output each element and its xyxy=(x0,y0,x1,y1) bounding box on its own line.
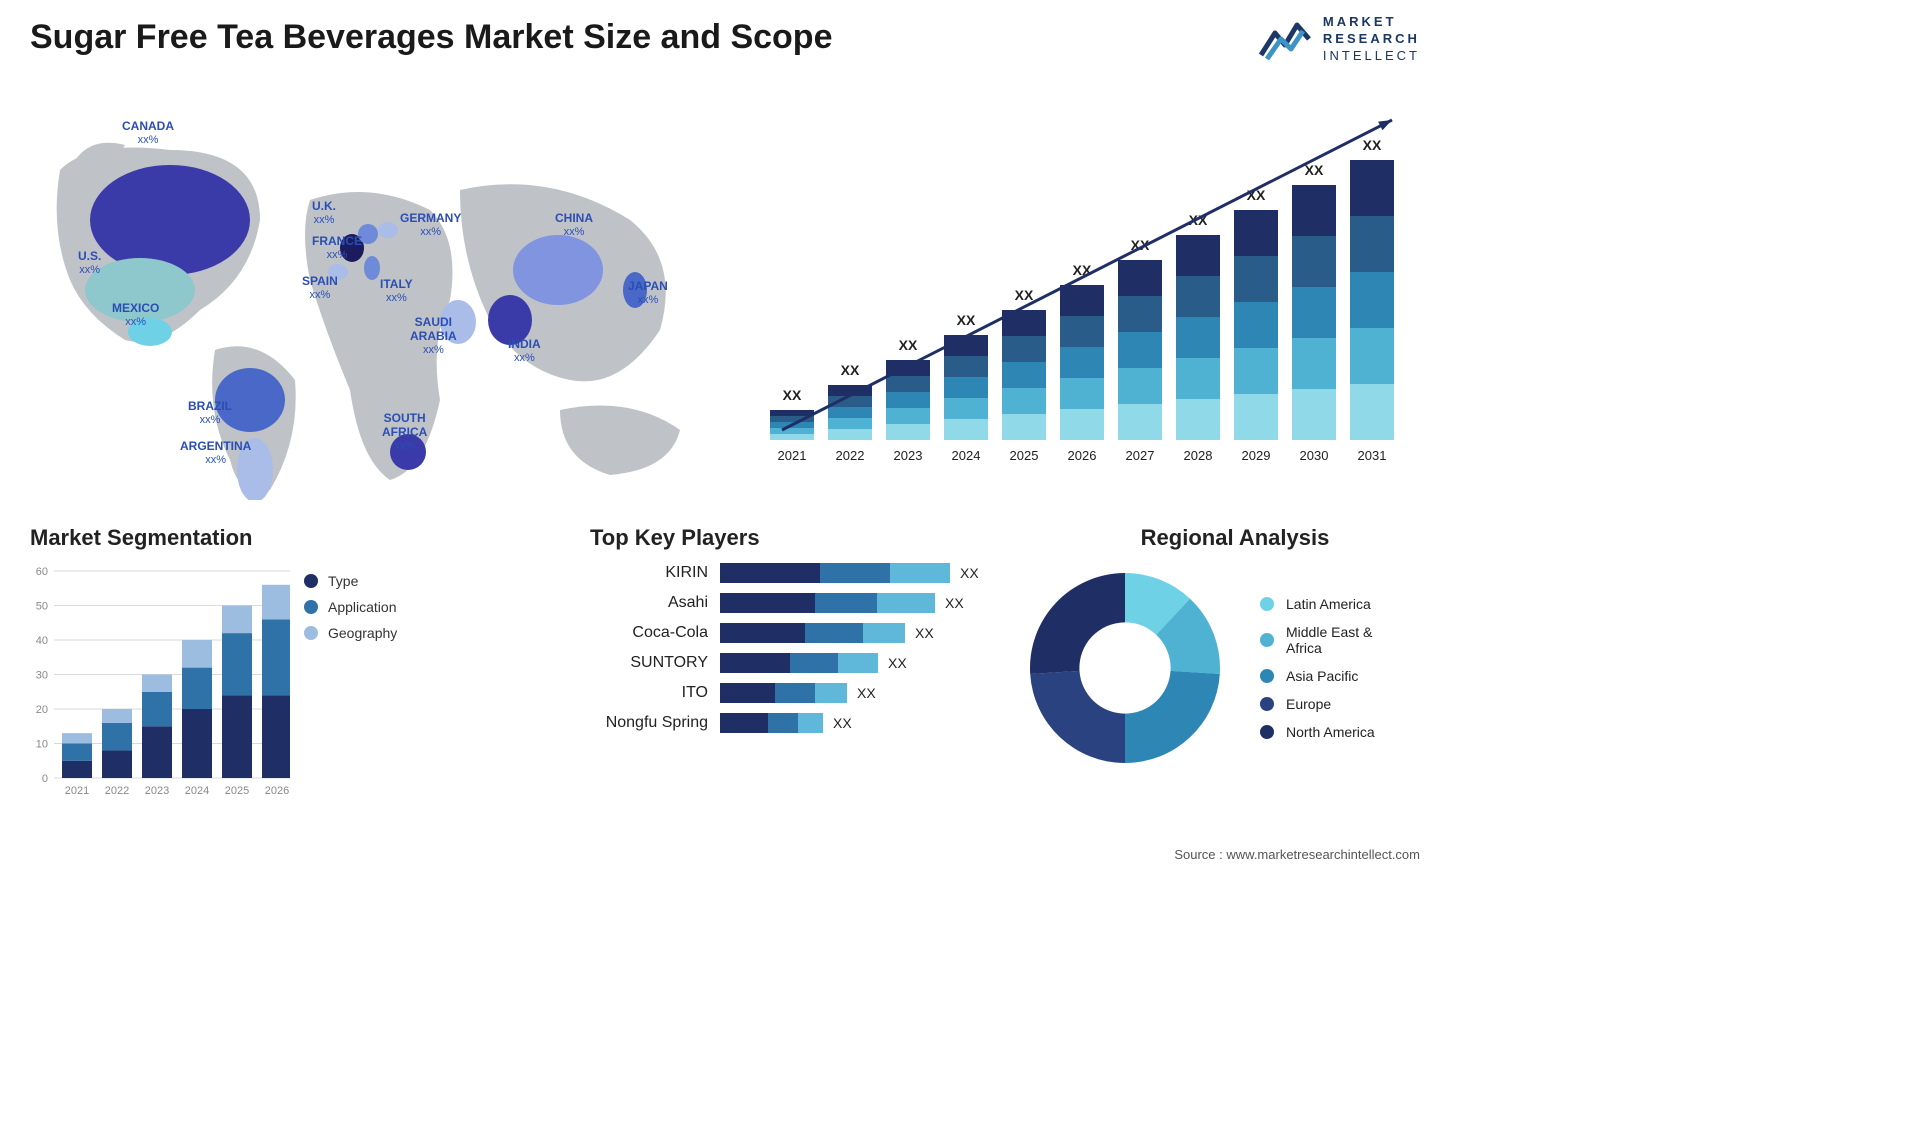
segmentation-title: Market Segmentation xyxy=(30,525,460,551)
map-label: CHINAxx% xyxy=(555,212,593,238)
svg-text:2023: 2023 xyxy=(145,785,169,797)
svg-text:2026: 2026 xyxy=(265,785,289,797)
player-label: Asahi xyxy=(590,594,720,612)
player-label: SUNTORY xyxy=(590,654,720,672)
svg-text:30: 30 xyxy=(36,670,48,682)
player-row: AsahiXX xyxy=(590,593,1010,613)
legend-label: Europe xyxy=(1286,696,1331,712)
brand-logo: MARKET RESEARCH INTELLECT xyxy=(1257,14,1420,65)
map-label: GERMANYxx% xyxy=(400,212,461,238)
svg-text:2031: 2031 xyxy=(1358,448,1387,463)
world-map: CANADAxx% U.S.xx% MEXICOxx% BRAZILxx% ARGENT… xyxy=(30,80,730,500)
player-row: KIRINXX xyxy=(590,563,1010,583)
player-row: Coca-ColaXX xyxy=(590,623,1010,643)
svg-text:2024: 2024 xyxy=(185,785,209,797)
svg-text:2029: 2029 xyxy=(1242,448,1271,463)
svg-text:2022: 2022 xyxy=(836,448,865,463)
legend-label: North America xyxy=(1286,724,1375,740)
svg-text:60: 60 xyxy=(36,566,48,578)
svg-text:2025: 2025 xyxy=(1010,448,1039,463)
map-label: U.S.xx% xyxy=(78,250,101,276)
source-attribution: Source : www.marketresearchintellect.com xyxy=(1174,847,1420,862)
svg-text:XX: XX xyxy=(841,362,860,378)
legend-label: Latin America xyxy=(1286,596,1371,612)
svg-text:2027: 2027 xyxy=(1126,448,1155,463)
map-label: U.K.xx% xyxy=(312,200,336,226)
player-label: Nongfu Spring xyxy=(590,714,720,732)
map-label: ITALYxx% xyxy=(380,278,413,304)
legend-item: Europe xyxy=(1260,696,1375,712)
player-row: SUNTORYXX xyxy=(590,653,1010,673)
players-title: Top Key Players xyxy=(590,525,1010,551)
map-label: CANADAxx% xyxy=(122,120,174,146)
svg-text:2021: 2021 xyxy=(778,448,807,463)
segmentation-chart: 0 10 20 30 40 50 60 2021 2022 2023 2024 2025 2026 xyxy=(30,563,290,803)
player-row: Nongfu SpringXX xyxy=(590,713,1010,733)
svg-text:XX: XX xyxy=(1015,287,1034,303)
svg-text:2026: 2026 xyxy=(1068,448,1097,463)
map-label: MEXICOxx% xyxy=(112,302,159,328)
svg-text:20: 20 xyxy=(36,704,48,716)
regional-legend: Latin America Middle East &Africa Asia Pac… xyxy=(1260,584,1375,752)
svg-text:XX: XX xyxy=(1363,137,1382,153)
legend-item: Asia Pacific xyxy=(1260,668,1375,684)
legend-item: Type xyxy=(304,573,397,589)
map-label: JAPANxx% xyxy=(628,280,668,306)
legend-item: North America xyxy=(1260,724,1375,740)
player-label: Coca-Cola xyxy=(590,624,720,642)
svg-text:0: 0 xyxy=(42,773,48,785)
svg-text:2023: 2023 xyxy=(894,448,923,463)
svg-text:XX: XX xyxy=(783,387,802,403)
logo-text: MARKET RESEARCH INTELLECT xyxy=(1323,14,1420,65)
svg-text:2021: 2021 xyxy=(65,785,89,797)
player-label: KIRIN xyxy=(590,564,720,582)
players-chart: KIRINXX AsahiXX Coca-ColaXX SUNTORYXX ITOXX N… xyxy=(590,563,1010,733)
player-label: ITO xyxy=(590,684,720,702)
map-label: SPAINxx% xyxy=(302,275,338,301)
player-row: ITOXX xyxy=(590,683,1010,703)
legend-item: Latin America xyxy=(1260,596,1375,612)
svg-text:2025: 2025 xyxy=(225,785,249,797)
legend-label: Middle East &Africa xyxy=(1286,624,1372,656)
map-label: SOUTHAFRICAxx% xyxy=(382,412,427,452)
legend-item: Middle East &Africa xyxy=(1260,624,1375,656)
page-title: Sugar Free Tea Beverages Market Size and… xyxy=(30,18,833,57)
map-label: INDIAxx% xyxy=(508,338,541,364)
svg-text:40: 40 xyxy=(36,635,48,647)
map-label: SAUDIARABIAxx% xyxy=(410,316,457,356)
growth-chart: 2021 XX 2022 XX 2023 XX 2024 XX 2025 XX 2026 XX 2027… xyxy=(760,100,1410,480)
svg-text:50: 50 xyxy=(36,601,48,613)
svg-text:2028: 2028 xyxy=(1184,448,1213,463)
players-panel: Top Key Players KIRINXX AsahiXX Coca-ColaX… xyxy=(590,525,1010,743)
map-label: ARGENTINAxx% xyxy=(180,440,251,466)
svg-text:XX: XX xyxy=(957,312,976,328)
map-label: BRAZILxx% xyxy=(188,400,232,426)
svg-text:2030: 2030 xyxy=(1300,448,1329,463)
regional-panel: Regional Analysis Latin America Middle Ea… xyxy=(1020,525,1450,773)
svg-text:2024: 2024 xyxy=(952,448,981,463)
map-label: FRANCExx% xyxy=(312,235,362,261)
svg-text:10: 10 xyxy=(36,739,48,751)
legend-label: Asia Pacific xyxy=(1286,668,1358,684)
regional-title: Regional Analysis xyxy=(1020,525,1450,551)
logo-icon xyxy=(1257,15,1313,63)
svg-text:2022: 2022 xyxy=(105,785,129,797)
legend-item: Application xyxy=(304,599,397,615)
legend-item: Geography xyxy=(304,625,397,641)
segmentation-panel: Market Segmentation 0 10 20 30 40 50 60 2021 202… xyxy=(30,525,460,803)
segmentation-legend: Type Application Geography xyxy=(304,563,397,803)
svg-text:XX: XX xyxy=(899,337,918,353)
regional-donut xyxy=(1020,563,1230,773)
